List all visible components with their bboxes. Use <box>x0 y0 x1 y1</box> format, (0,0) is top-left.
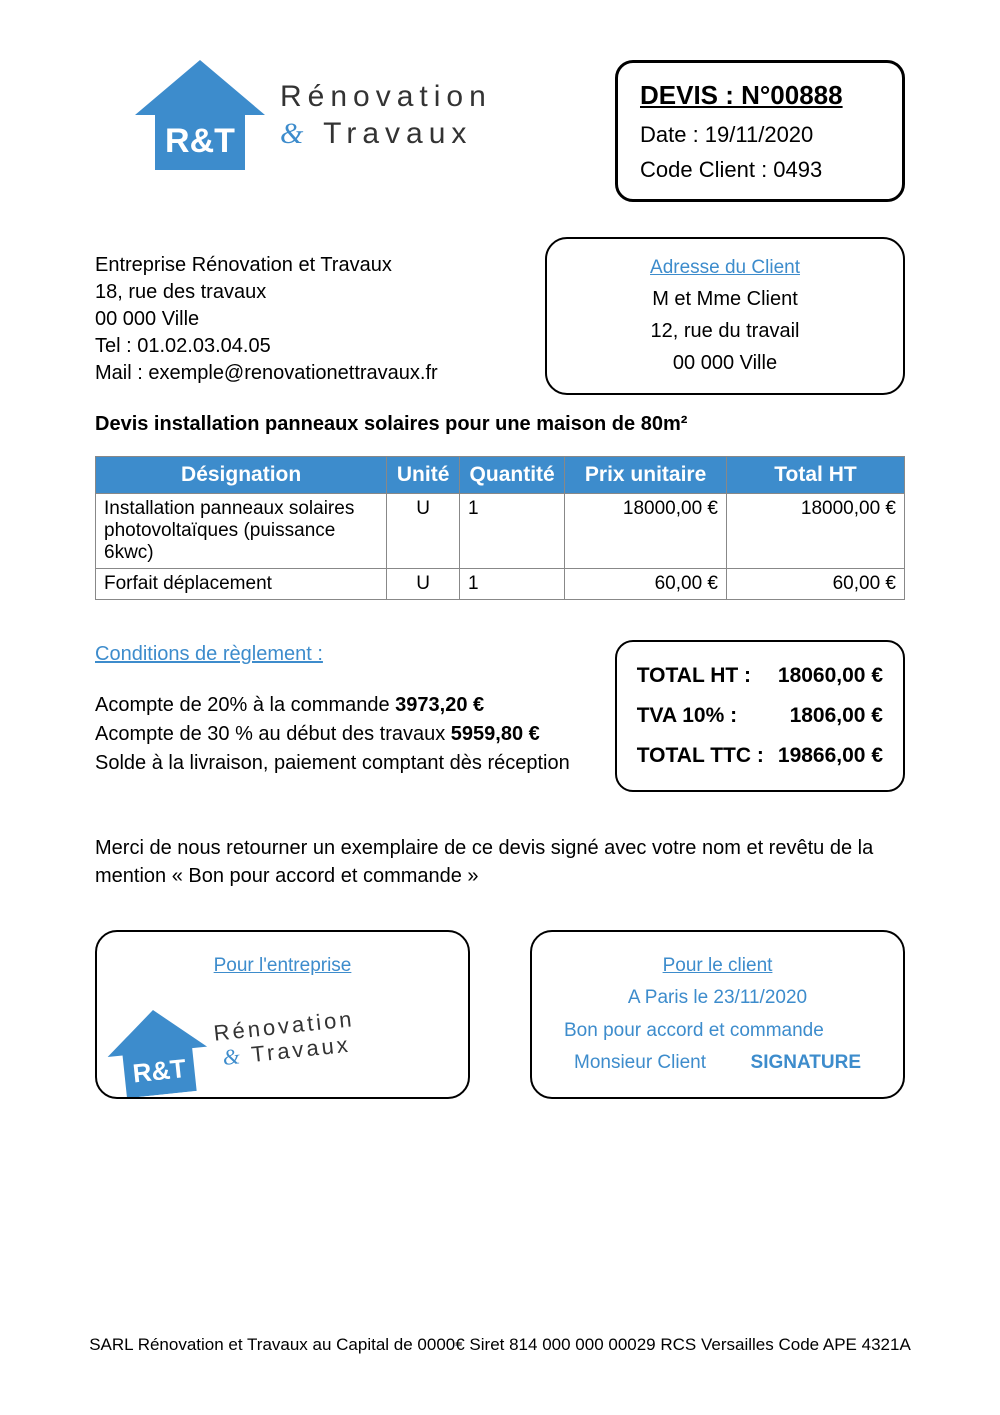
conditions-line2-text: Acompte de 30 % au début des travaux <box>95 723 451 745</box>
devis-client-code: Code Client : 0493 <box>640 152 880 187</box>
table-col-header: Total HT <box>727 457 905 494</box>
signature-client-date: A Paris le 23/11/2020 <box>554 982 881 1014</box>
signature-client-box: Pour le client A Paris le 23/11/2020 Bon… <box>530 930 905 1099</box>
total-ht-value: 18060,00 € <box>778 656 883 696</box>
cell-pu: 18000,00 € <box>565 494 727 569</box>
svg-text:R&T: R&T <box>165 122 235 160</box>
footer-legal: SARL Rénovation et Travaux au Capital de… <box>0 1335 1000 1355</box>
client-addr1: 12, rue du travail <box>577 315 873 347</box>
devis-subject: Devis installation panneaux solaires pou… <box>95 413 905 436</box>
table-col-header: Quantité <box>460 457 565 494</box>
cell-pu: 60,00 € <box>565 569 727 600</box>
company-tel: Tel : 01.02.03.04.05 <box>95 333 438 360</box>
stamp-amp: & <box>221 1043 244 1070</box>
signature-entreprise-box: Pour l'entreprise R&T Rénovation & Trava… <box>95 930 470 1099</box>
signature-client-sigline: Monsieur Client SIGNATURE <box>554 1047 881 1079</box>
header-row: R&T Rénovation & Travaux DEVIS : N°00888… <box>95 60 905 202</box>
total-ht-label: TOTAL HT : <box>637 656 751 696</box>
company-name-line2: Travaux <box>309 117 472 150</box>
total-ht-row: TOTAL HT : 18060,00 € <box>637 656 883 696</box>
cell-qte: 1 <box>460 494 565 569</box>
devis-number: DEVIS : N°00888 <box>640 75 880 117</box>
cell-total: 60,00 € <box>727 569 905 600</box>
signature-entreprise-head: Pour l'entreprise <box>214 955 352 976</box>
table-body: Installation panneaux solaires photovolt… <box>96 494 905 600</box>
conditions-line2-amount: 5959,80 € <box>451 723 540 745</box>
signature-client-accord: Bon pour accord et commande <box>554 1015 881 1047</box>
return-note: Merci de nous retourner un exemplaire de… <box>95 834 905 890</box>
page: R&T Rénovation & Travaux DEVIS : N°00888… <box>0 0 1000 1415</box>
client-addr2: 00 000 Ville <box>577 347 873 379</box>
company-name-line1: Rénovation <box>280 80 492 113</box>
client-address-box: Adresse du Client M et Mme Client 12, ru… <box>545 237 905 395</box>
company-name-amp: & <box>280 117 309 150</box>
stamp-text: Rénovation & Travaux <box>213 1008 359 1071</box>
devis-date: Date : 19/11/2020 <box>640 117 880 152</box>
total-ttc-label: TOTAL TTC : <box>637 736 764 776</box>
signature-row: Pour l'entreprise R&T Rénovation & Trava… <box>95 930 905 1099</box>
table-col-header: Prix unitaire <box>565 457 727 494</box>
conditions-line1: Acompte de 20% à la commande 3973,20 € <box>95 691 570 720</box>
table-row: Installation panneaux solaires photovolt… <box>96 494 905 569</box>
table-col-header: Unité <box>387 457 460 494</box>
signature-client-head: Pour le client <box>554 950 881 982</box>
total-ttc-row: TOTAL TTC : 19866,00 € <box>637 736 883 776</box>
items-table: DésignationUnitéQuantitéPrix unitaireTot… <box>95 456 905 600</box>
conditions-line1-text: Acompte de 20% à la commande <box>95 694 395 716</box>
devis-info-box: DEVIS : N°00888 Date : 19/11/2020 Code C… <box>615 60 905 202</box>
conditions-block: Conditions de règlement : Acompte de 20%… <box>95 640 570 778</box>
conditions-line1-amount: 3973,20 € <box>395 694 484 716</box>
info-row: Entreprise Rénovation et Travaux 18, rue… <box>95 237 905 395</box>
table-row: Forfait déplacementU160,00 €60,00 € <box>96 569 905 600</box>
company-addr1: 18, rue des travaux <box>95 279 438 306</box>
conditions-totals-row: Conditions de règlement : Acompte de 20%… <box>95 640 905 792</box>
company-mail: Mail : exemple@renovationettravaux.fr <box>95 360 438 387</box>
client-name: M et Mme Client <box>577 283 873 315</box>
total-ttc-value: 19866,00 € <box>778 736 883 776</box>
stamp-logo: R&T Rénovation & Travaux <box>103 989 360 1099</box>
stamp-house-icon: R&T <box>103 1005 211 1099</box>
conditions-line3: Solde à la livraison, paiement comptant … <box>95 749 570 778</box>
client-address-head: Adresse du Client <box>577 253 873 283</box>
company-info: Entreprise Rénovation et Travaux 18, rue… <box>95 252 438 395</box>
cell-designation: Installation panneaux solaires photovolt… <box>96 494 387 569</box>
table-col-header: Désignation <box>96 457 387 494</box>
cell-unite: U <box>387 494 460 569</box>
total-tva-value: 1806,00 € <box>790 696 883 736</box>
signature-client-sig: SIGNATURE <box>751 1047 861 1079</box>
company-addr2: 00 000 Ville <box>95 306 438 333</box>
conditions-line2: Acompte de 30 % au début des travaux 595… <box>95 720 570 749</box>
company-legal-name: Entreprise Rénovation et Travaux <box>95 252 438 279</box>
svg-text:R&T: R&T <box>131 1053 187 1088</box>
total-tva-row: TVA 10% : 1806,00 € <box>637 696 883 736</box>
cell-qte: 1 <box>460 569 565 600</box>
total-tva-label: TVA 10% : <box>637 696 737 736</box>
cell-designation: Forfait déplacement <box>96 569 387 600</box>
totals-box: TOTAL HT : 18060,00 € TVA 10% : 1806,00 … <box>615 640 905 792</box>
conditions-head: Conditions de règlement : <box>95 640 570 669</box>
house-logo-icon: R&T <box>135 60 265 170</box>
cell-unite: U <box>387 569 460 600</box>
cell-total: 18000,00 € <box>727 494 905 569</box>
company-name: Rénovation & Travaux <box>280 78 492 153</box>
signature-client-name: Monsieur Client <box>574 1047 706 1079</box>
logo-block: R&T Rénovation & Travaux <box>135 60 492 170</box>
table-header-row: DésignationUnitéQuantitéPrix unitaireTot… <box>96 457 905 494</box>
